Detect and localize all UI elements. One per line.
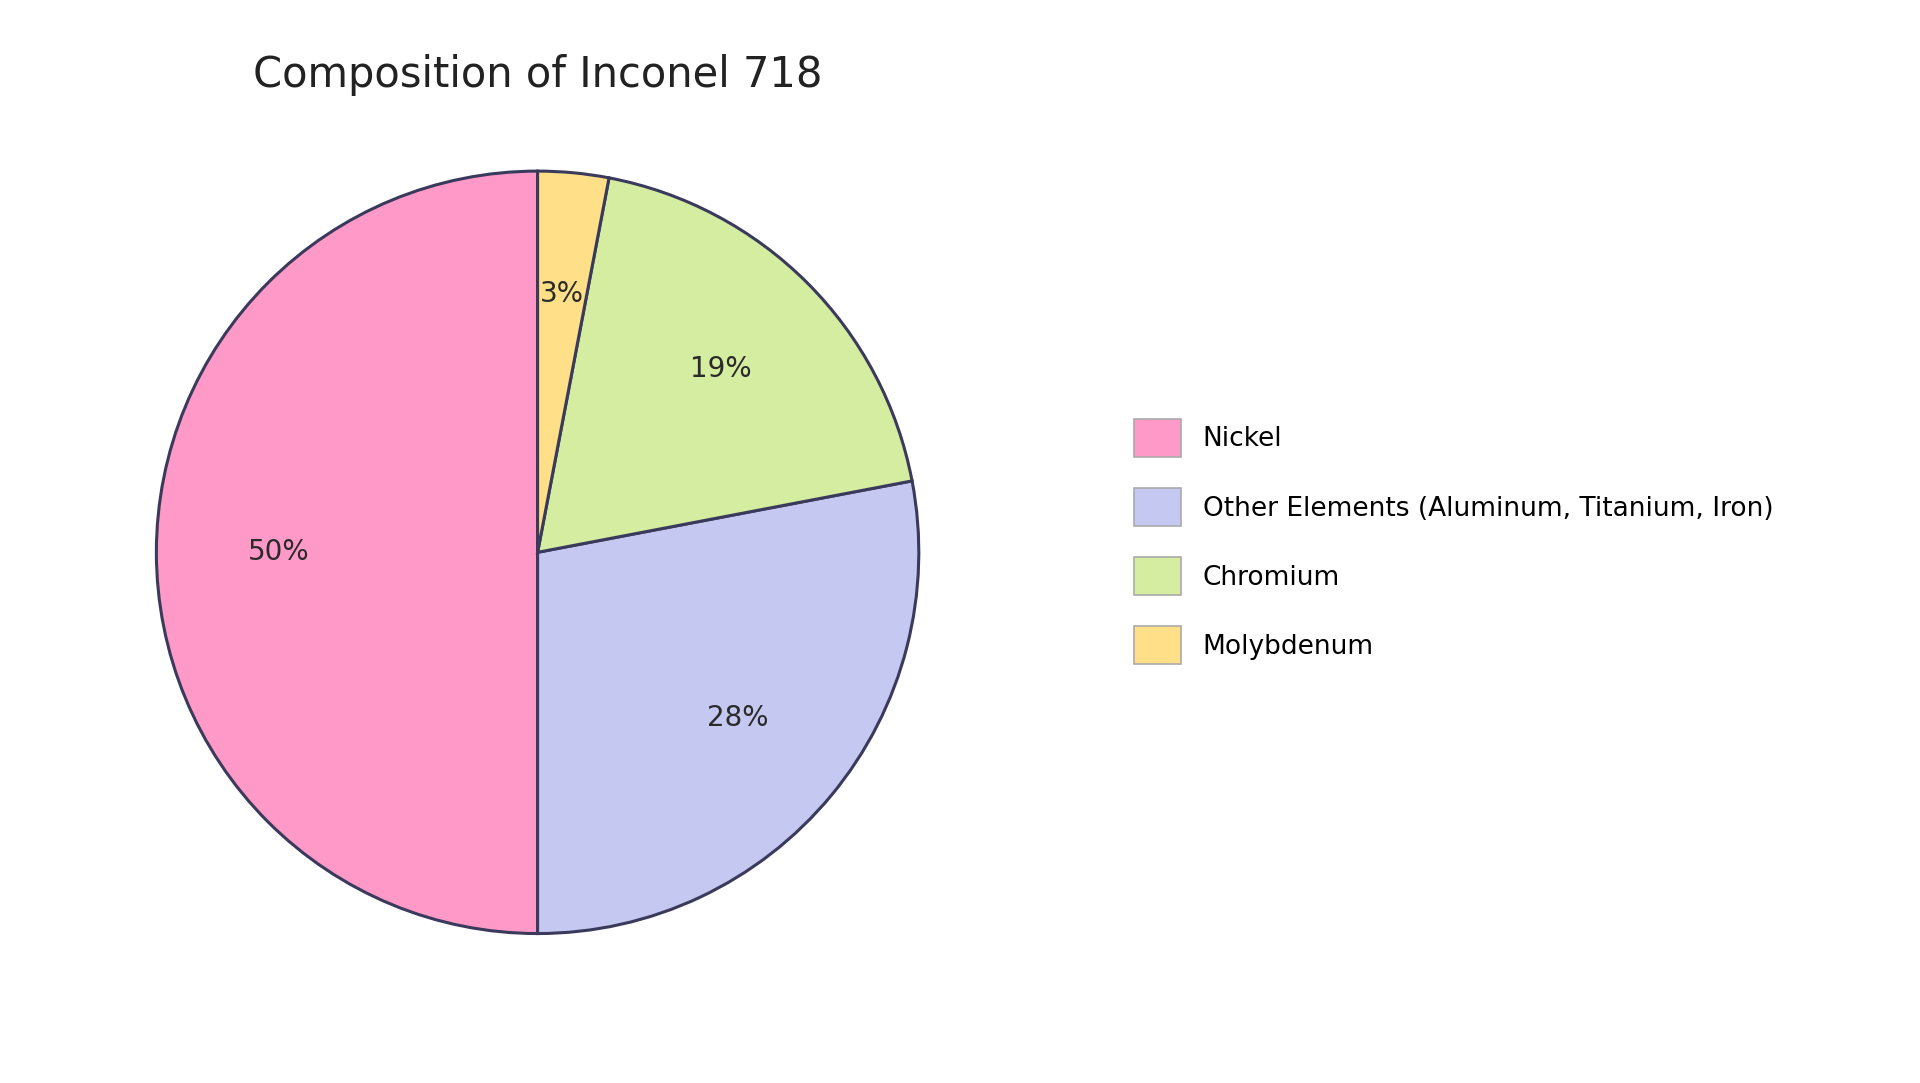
Wedge shape — [538, 481, 920, 934]
Text: 28%: 28% — [707, 704, 768, 732]
Text: Composition of Inconel 718: Composition of Inconel 718 — [253, 54, 822, 96]
Wedge shape — [538, 178, 912, 552]
Text: 50%: 50% — [248, 538, 309, 566]
Wedge shape — [156, 171, 538, 934]
Legend: Nickel, Other Elements (Aluminum, Titanium, Iron), Chromium, Molybdenum: Nickel, Other Elements (Aluminum, Titani… — [1108, 393, 1799, 690]
Text: 19%: 19% — [689, 355, 753, 383]
Wedge shape — [538, 171, 609, 552]
Text: 3%: 3% — [540, 280, 584, 309]
